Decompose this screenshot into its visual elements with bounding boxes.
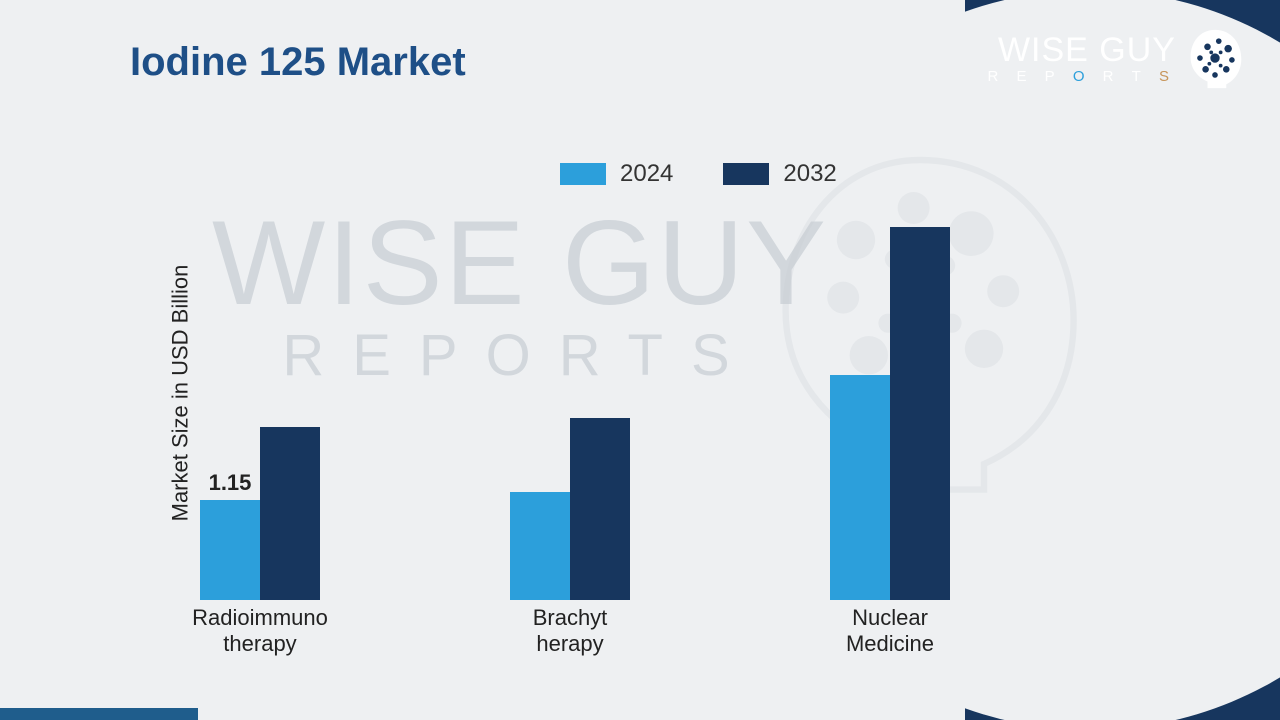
bar-2024 bbox=[510, 492, 570, 600]
legend-swatch-2032 bbox=[723, 163, 769, 185]
legend-swatch-2024 bbox=[560, 163, 606, 185]
bar-2032 bbox=[570, 418, 630, 600]
bar-2032 bbox=[260, 427, 320, 600]
x-tick-label: Radioimmunotherapy bbox=[160, 605, 360, 658]
bar-group: 1.15 bbox=[200, 427, 320, 600]
chart-plot-area: 1.15 bbox=[130, 210, 960, 600]
chart-legend: 2024 2032 bbox=[560, 160, 837, 188]
brand-logo: WISE GUY R E P O R T S bbox=[987, 28, 1244, 90]
bar-group bbox=[510, 418, 630, 600]
page-root: WISE GUY REPORTS Iodine 125 Market WISE … bbox=[0, 0, 1280, 720]
bar-2032 bbox=[890, 227, 950, 600]
x-tick-label: NuclearMedicine bbox=[790, 605, 990, 658]
x-axis-labels: RadioimmunotherapyBrachytherapyNuclearMe… bbox=[130, 605, 960, 665]
bar-2024 bbox=[830, 375, 890, 600]
bar-group bbox=[830, 227, 950, 600]
logo-head-icon bbox=[1186, 28, 1244, 90]
legend-label-2024: 2024 bbox=[620, 160, 673, 188]
x-tick-label: Brachytherapy bbox=[470, 605, 670, 658]
bar-2024: 1.15 bbox=[200, 500, 260, 600]
logo-main: WISE GUY bbox=[987, 33, 1176, 69]
logo-sub: R E P O R T S bbox=[987, 69, 1176, 85]
legend-item-2024: 2024 bbox=[560, 160, 673, 188]
footer-strip bbox=[0, 708, 198, 720]
legend-label-2032: 2032 bbox=[783, 160, 836, 188]
logo-text: WISE GUY R E P O R T S bbox=[987, 33, 1176, 84]
legend-item-2032: 2032 bbox=[723, 160, 836, 188]
bar-value-label: 1.15 bbox=[200, 470, 260, 500]
chart-title: Iodine 125 Market bbox=[130, 40, 466, 85]
